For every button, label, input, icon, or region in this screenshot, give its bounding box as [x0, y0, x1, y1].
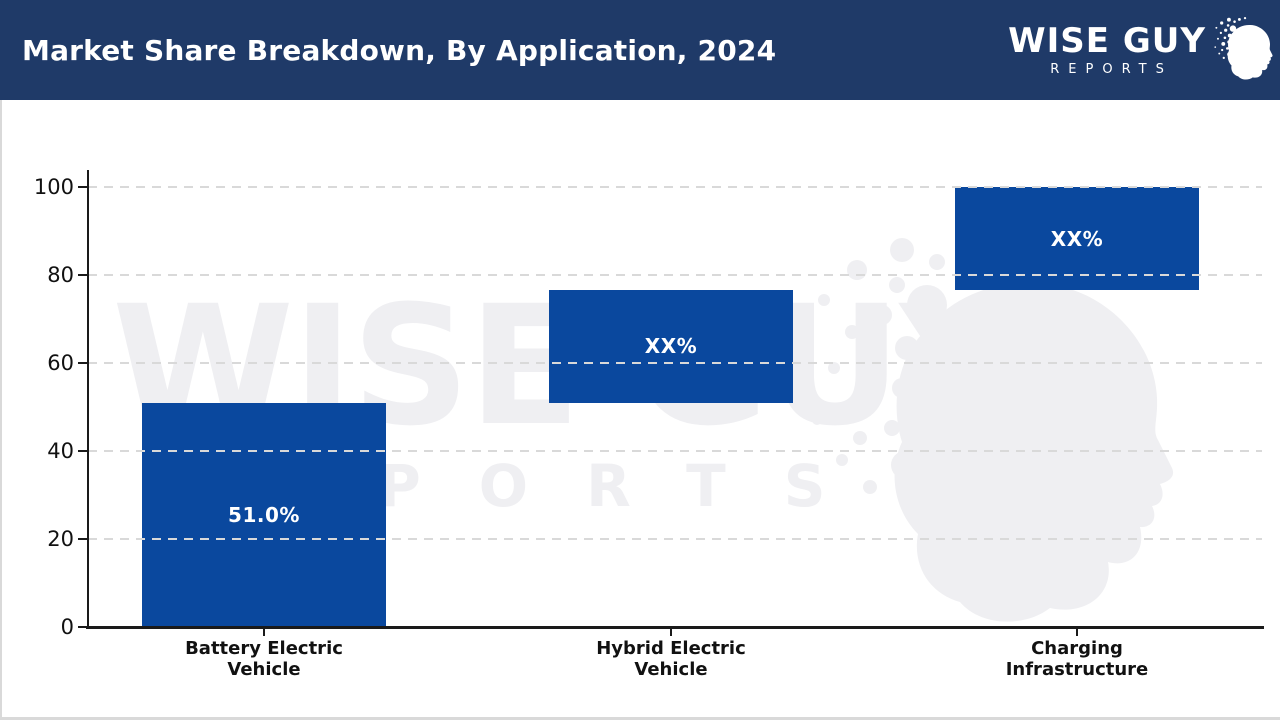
- bar-segment: XX%: [549, 290, 793, 403]
- y-axis-tick-mark: [78, 362, 88, 364]
- y-axis-tick-label: 20: [47, 527, 74, 551]
- gridline: [88, 186, 1262, 188]
- page-title: Market Share Breakdown, By Application, …: [22, 33, 777, 67]
- left-border: [0, 100, 2, 720]
- brand-name: WISE GUY: [1008, 21, 1206, 61]
- gridline: [88, 362, 1262, 364]
- x-axis-tick-mark: [1076, 627, 1078, 636]
- x-axis-line: [86, 626, 1264, 629]
- y-axis-tick-mark: [78, 186, 88, 188]
- header: Market Share Breakdown, By Application, …: [0, 0, 1280, 100]
- x-axis-tick-mark: [670, 627, 672, 636]
- bar-segment: 51.0%: [142, 402, 386, 627]
- x-axis-tick-mark: [263, 627, 265, 636]
- y-axis-tick-label: 60: [47, 351, 74, 375]
- y-axis-line: [87, 170, 89, 629]
- gridline: [88, 450, 1262, 452]
- x-axis-category-label: Hybrid Electric Vehicle: [596, 638, 746, 680]
- y-axis-tick-label: 0: [60, 615, 74, 639]
- bar-segment: XX%: [955, 187, 1199, 291]
- y-axis-tick-mark: [78, 274, 88, 276]
- bar-value-label: XX%: [644, 334, 698, 359]
- y-axis-tick-mark: [78, 450, 88, 452]
- gridline: [88, 274, 1262, 276]
- y-axis-tick-label: 80: [47, 263, 74, 287]
- brand-face-icon: [1208, 7, 1274, 93]
- y-axis-tick-mark: [78, 626, 88, 628]
- brand-logo-text: WISE GUY REPORTS: [1008, 23, 1206, 77]
- y-axis-tick-mark: [78, 538, 88, 540]
- brand-logo: WISE GUY REPORTS: [1008, 4, 1274, 96]
- x-axis-category-label: Battery Electric Vehicle: [185, 638, 343, 680]
- bar-value-label: 51.0%: [228, 502, 300, 527]
- bar-value-label: XX%: [1050, 226, 1104, 251]
- bottom-border: [0, 717, 1280, 720]
- y-axis-tick-label: 40: [47, 439, 74, 463]
- brand-subtitle: REPORTS: [1050, 62, 1173, 77]
- x-axis-category-label: Charging Infrastructure: [1005, 638, 1149, 680]
- y-axis-tick-label: 100: [33, 175, 74, 199]
- gridline: [88, 538, 1262, 540]
